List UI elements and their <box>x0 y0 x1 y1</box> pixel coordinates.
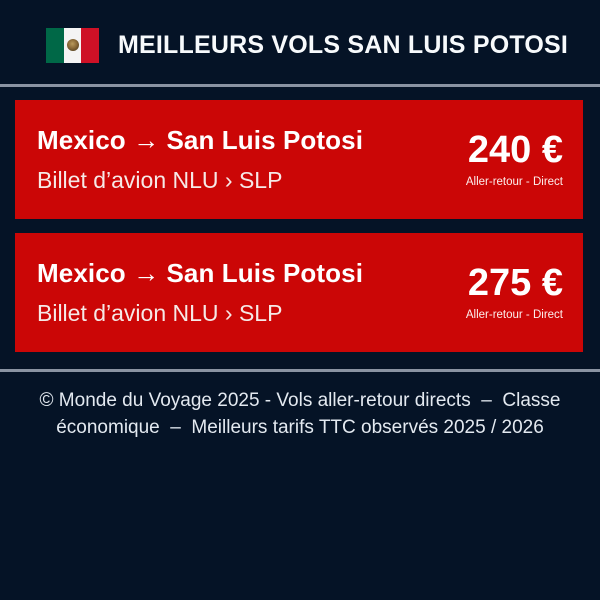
route-title: Mexico → San Luis Potosi <box>37 258 364 288</box>
header: MEILLEURS VOLS SAN LUIS POTOSI <box>46 27 580 63</box>
footer-divider <box>0 369 600 372</box>
flight-offer-card-2[interactable]: Mexico → San Luis Potosi Billet d’avion … <box>15 233 583 352</box>
offer-route-block: Mexico → San Luis Potosi Billet d’avion … <box>37 125 363 194</box>
footer-disclaimer: © Monde du Voyage 2025 - Vols aller-reto… <box>30 387 570 441</box>
flag-green-stripe <box>46 27 64 63</box>
footer-line-1: © Monde du Voyage 2025 - Vols aller-reto… <box>39 390 561 411</box>
price-value: 240 € <box>467 129 563 171</box>
offer-route-block: Mexico → San Luis Potosi Billet d’avion … <box>37 258 363 327</box>
offer-price-block: 240 € Aller-retour - Direct <box>466 131 563 188</box>
footer-line-2: économique – Meilleurs tarifs TTC observ… <box>56 417 544 438</box>
mexico-flag-icon <box>46 27 100 63</box>
fare-note: Aller-retour - Direct <box>465 176 563 188</box>
flight-offer-card-1[interactable]: Mexico → San Luis Potosi Billet d’avion … <box>15 100 583 219</box>
route-subtitle: Billet d’avion NLU › SLP <box>37 300 283 326</box>
route-title: Mexico → San Luis Potosi <box>37 125 364 155</box>
offer-price-block: 275 € Aller-retour - Direct <box>466 264 563 321</box>
route-subtitle: Billet d’avion NLU › SLP <box>37 167 283 193</box>
flag-red-stripe <box>81 27 100 63</box>
header-divider <box>0 84 600 87</box>
flag-coat-of-arms <box>66 39 79 51</box>
fare-note: Aller-retour - Direct <box>465 309 563 321</box>
page-title: MEILLEURS VOLS SAN LUIS POTOSI <box>118 30 569 59</box>
price-value: 275 € <box>467 262 563 304</box>
